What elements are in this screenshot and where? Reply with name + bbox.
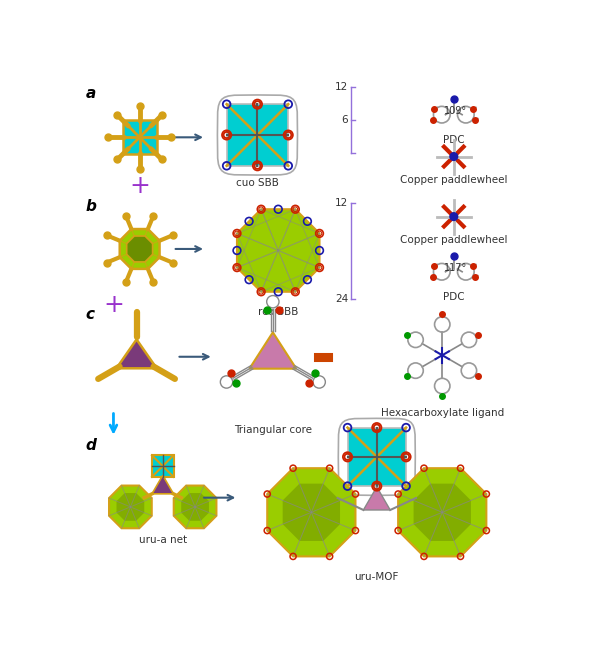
Polygon shape bbox=[283, 483, 340, 541]
Text: 12: 12 bbox=[335, 82, 349, 92]
Text: d: d bbox=[86, 438, 97, 453]
Text: PDC: PDC bbox=[443, 292, 464, 302]
Text: 24: 24 bbox=[335, 294, 349, 304]
Polygon shape bbox=[364, 487, 390, 510]
Polygon shape bbox=[120, 229, 160, 269]
Text: 6: 6 bbox=[341, 115, 349, 125]
Text: 109°: 109° bbox=[444, 106, 467, 116]
Text: Copper paddlewheel: Copper paddlewheel bbox=[400, 175, 508, 185]
Polygon shape bbox=[116, 339, 157, 369]
Text: 117°: 117° bbox=[444, 263, 467, 273]
Polygon shape bbox=[152, 455, 173, 477]
Text: a: a bbox=[86, 86, 96, 101]
Polygon shape bbox=[174, 485, 217, 528]
Text: uru-MOF: uru-MOF bbox=[355, 572, 399, 582]
Text: +: + bbox=[103, 293, 124, 317]
Circle shape bbox=[450, 213, 458, 221]
Text: uru-a net: uru-a net bbox=[139, 536, 187, 546]
Polygon shape bbox=[109, 485, 152, 528]
Text: Triangular core: Triangular core bbox=[234, 424, 312, 434]
Polygon shape bbox=[347, 428, 406, 486]
Polygon shape bbox=[250, 332, 296, 369]
Polygon shape bbox=[413, 483, 471, 541]
Circle shape bbox=[450, 152, 458, 160]
Text: cuo SBB: cuo SBB bbox=[236, 178, 279, 188]
Text: 12: 12 bbox=[335, 198, 349, 208]
Polygon shape bbox=[152, 475, 173, 494]
Text: +: + bbox=[129, 174, 150, 198]
Polygon shape bbox=[116, 493, 144, 520]
Polygon shape bbox=[227, 104, 288, 166]
Text: Copper paddlewheel: Copper paddlewheel bbox=[400, 235, 508, 245]
Polygon shape bbox=[127, 236, 152, 262]
Text: c: c bbox=[86, 307, 95, 322]
Polygon shape bbox=[267, 468, 355, 556]
Polygon shape bbox=[181, 493, 209, 520]
Polygon shape bbox=[398, 468, 487, 556]
Text: PDC: PDC bbox=[443, 135, 464, 145]
Text: Hexacarboxylate ligand: Hexacarboxylate ligand bbox=[380, 408, 504, 418]
Polygon shape bbox=[123, 121, 157, 154]
Text: rco SBB: rco SBB bbox=[258, 307, 298, 317]
Polygon shape bbox=[237, 210, 320, 292]
Text: b: b bbox=[86, 199, 97, 214]
